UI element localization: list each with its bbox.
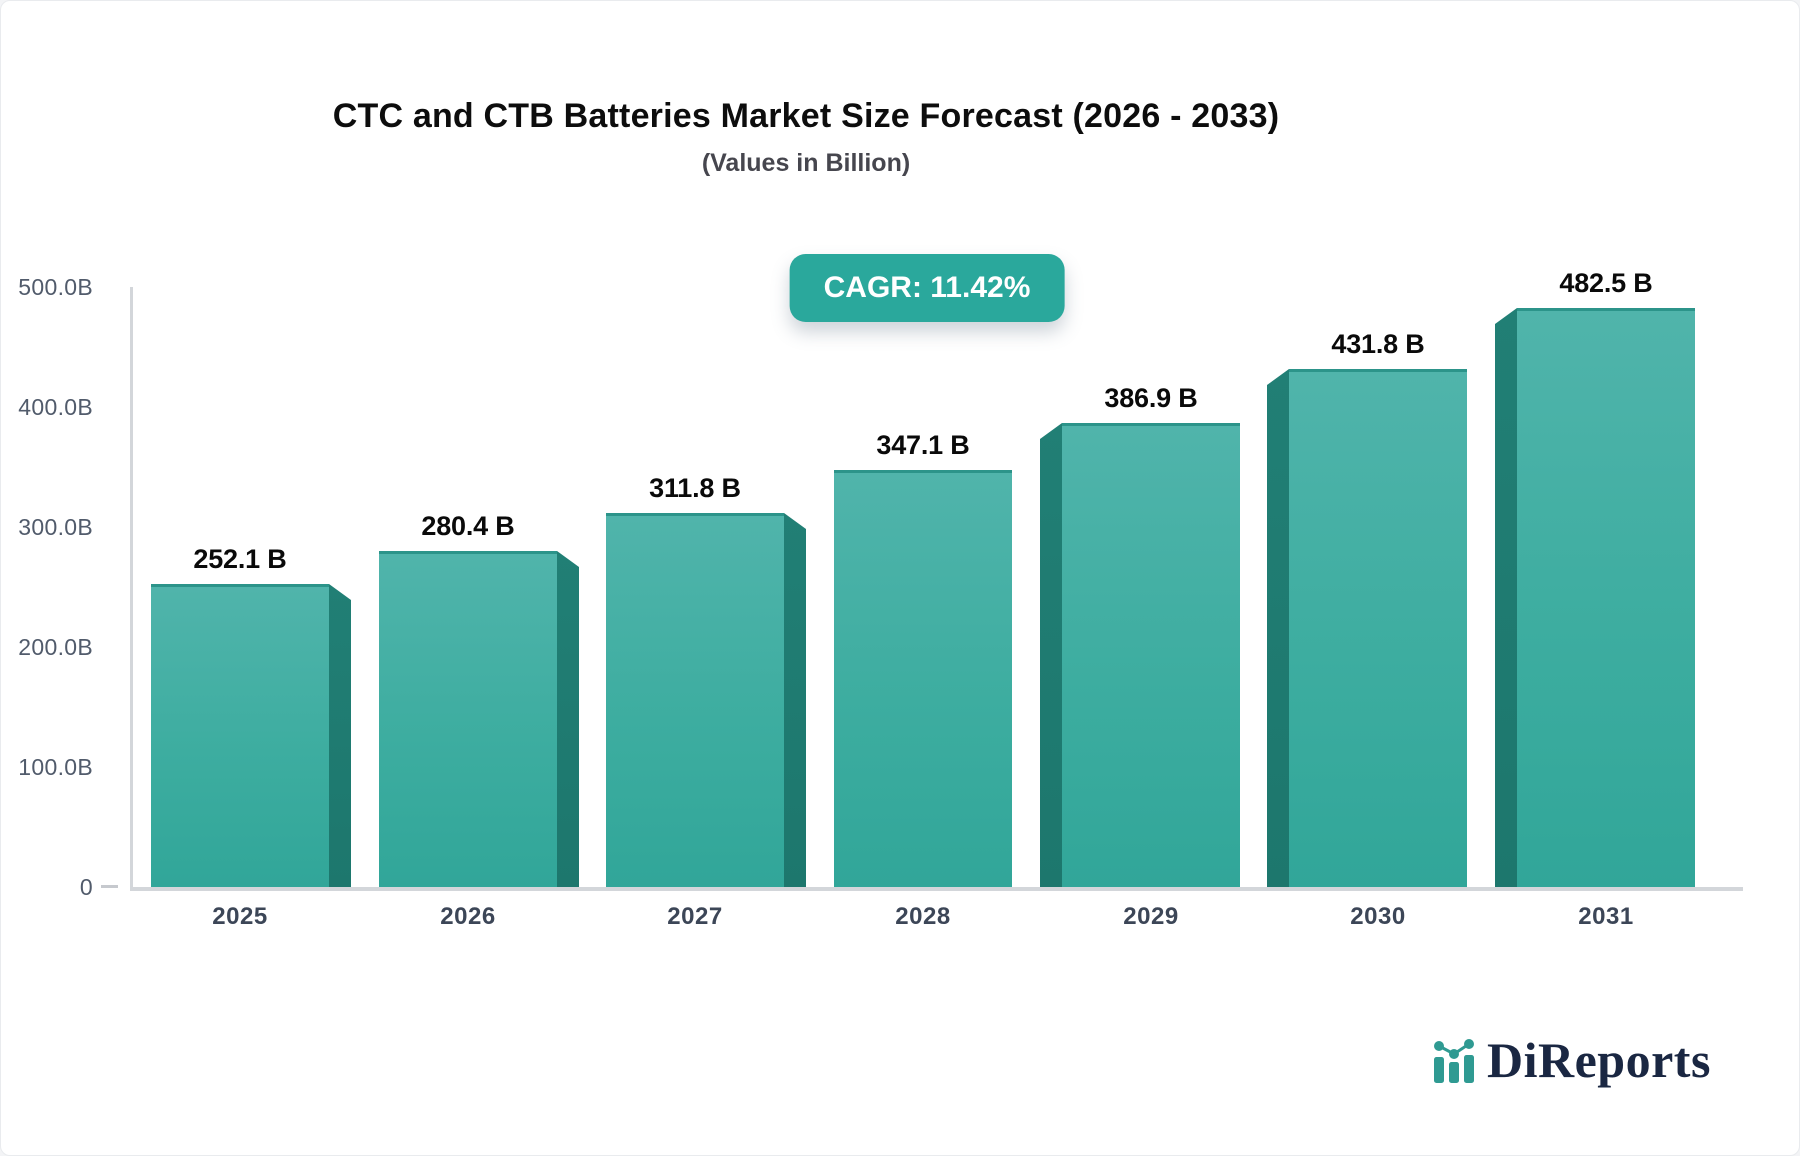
bar-side-2029 [1040, 423, 1062, 887]
logo-text: DiReports [1487, 1032, 1711, 1088]
bar-side-2025 [329, 584, 351, 887]
y-tick-label: 100.0B [18, 754, 93, 780]
chart-title: CTC and CTB Batteries Market Size Foreca… [332, 97, 1280, 135]
bar-side-2031 [1495, 308, 1517, 887]
bar-value-label: 347.1 B [876, 430, 970, 460]
bar-value-label: 280.4 B [421, 511, 515, 541]
bar-2025 [151, 584, 329, 887]
bar-value-label: 311.8 B [649, 473, 741, 503]
x-axis-line [130, 887, 1743, 891]
x-tick-label-2029: 2029 [1123, 903, 1179, 930]
x-tick-label-2030: 2030 [1350, 903, 1406, 930]
x-tick-label-2028: 2028 [895, 903, 951, 930]
bar-line-chart-icon [1434, 1039, 1474, 1083]
bar-value-label: 252.1 B [193, 544, 287, 574]
direports-logo: DiReports [1431, 1033, 1711, 1087]
bar-2030 [1289, 369, 1467, 887]
bar-2028 [834, 470, 1012, 887]
bar-side-2026 [557, 551, 579, 887]
bar-2031 [1517, 308, 1695, 887]
bar-2026 [379, 551, 557, 887]
y-tick-label: 400.0B [18, 394, 93, 420]
y-tick-label: 200.0B [18, 634, 93, 660]
bar-value-label: 482.5 B [1559, 268, 1653, 298]
x-tick-label-2027: 2027 [667, 903, 723, 930]
bar-side-2027 [784, 513, 806, 887]
chart-subtitle: (Values in Billion) [701, 149, 911, 177]
x-tick-label-2025: 2025 [212, 903, 268, 930]
bar-2027 [606, 513, 784, 887]
bar-2029 [1062, 423, 1240, 887]
bar-value-label: 386.9 B [1104, 383, 1198, 413]
bar-value-label: 431.8 B [1331, 329, 1425, 359]
y-tick-label: 0 [79, 874, 93, 900]
x-tick-label-2031: 2031 [1578, 903, 1634, 930]
y-tick-label: 500.0B [18, 274, 93, 300]
y-tick-label: 300.0B [18, 514, 93, 540]
x-tick-label-2026: 2026 [440, 903, 496, 930]
zero-tick-mark [101, 885, 118, 888]
y-axis-line [130, 287, 133, 887]
cagr-badge: CAGR: 11.42% [789, 254, 1065, 322]
bar-side-2030 [1267, 369, 1289, 887]
